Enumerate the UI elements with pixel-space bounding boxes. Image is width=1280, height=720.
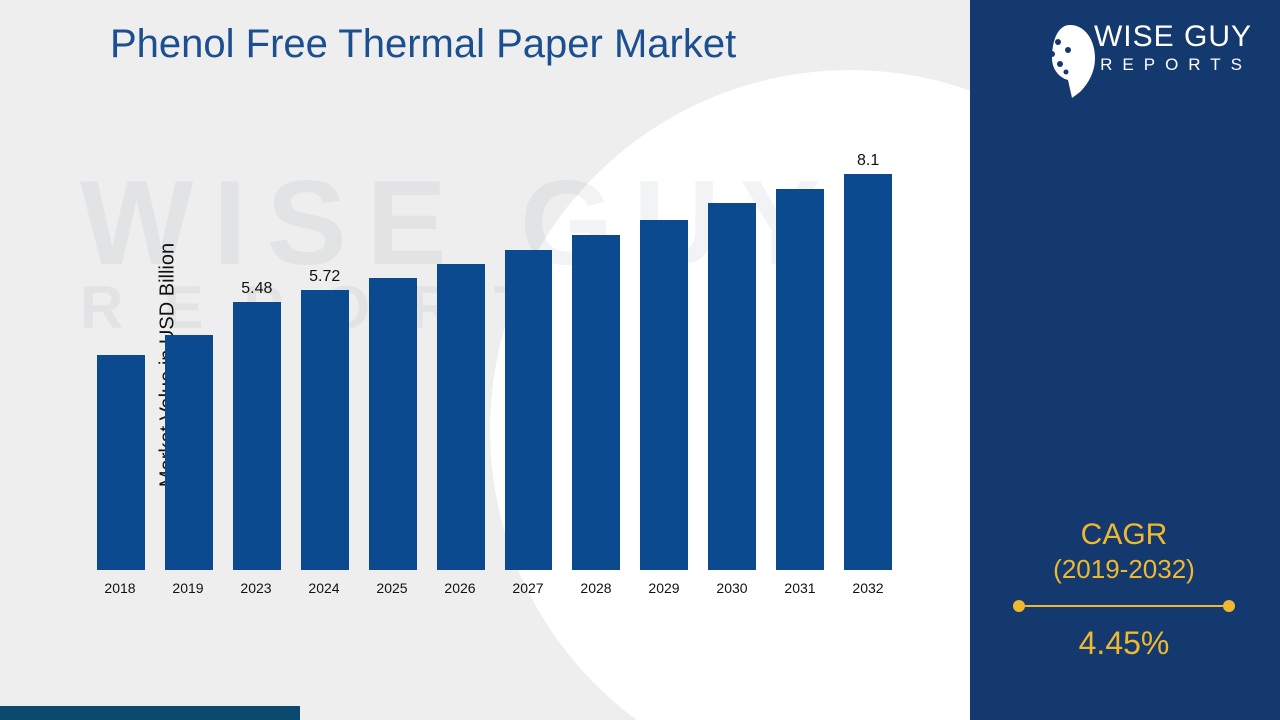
logo-head-icon: [1030, 20, 1100, 100]
brand-logo-text: WISE GUY REPORTS: [1094, 22, 1252, 73]
bar-2025: [369, 256, 417, 570]
x-tick-label: 2024: [300, 574, 348, 600]
bar: [437, 264, 485, 570]
bar-2026: [437, 242, 485, 570]
plot-area: 5.48 5.72 8.1: [90, 130, 898, 570]
bar: [640, 220, 688, 570]
x-tick-label: 2025: [368, 574, 416, 600]
cagr-divider: [1019, 605, 1229, 607]
x-axis-labels: 2018 2019 2023 2024 2025 2026 2027 2028 2029 2030…: [90, 574, 898, 600]
bar-2030: [708, 181, 756, 570]
x-tick-label: 2031: [776, 574, 824, 600]
bar: [97, 355, 145, 570]
bar: [776, 189, 824, 570]
bar: [505, 250, 553, 570]
bar-2019: [165, 313, 213, 570]
cagr-block: CAGR (2019-2032) 4.45%: [1004, 518, 1244, 662]
bar: [301, 290, 349, 570]
bar: [233, 302, 281, 570]
x-tick-label: 2023: [232, 574, 280, 600]
bar: [572, 235, 620, 570]
x-tick-label: 2019: [164, 574, 212, 600]
x-tick-label: 2029: [640, 574, 688, 600]
chart-title: Phenol Free Thermal Paper Market: [110, 22, 736, 67]
bar-value-label: 5.72: [309, 268, 340, 286]
bar-2029: [640, 198, 688, 570]
bar-2031: [776, 167, 824, 570]
bar-value-label: 5.48: [241, 280, 272, 298]
x-tick-label: 2018: [96, 574, 144, 600]
bar-2027: [505, 228, 553, 570]
logo-line1: WISE GUY: [1094, 22, 1252, 52]
bar: [708, 203, 756, 570]
bar: [844, 174, 892, 570]
cagr-value: 4.45%: [1004, 625, 1244, 662]
cagr-range: (2019-2032): [1004, 554, 1244, 585]
bar-chart: Market Value in USD Billion 5.485.728.1 …: [58, 130, 898, 600]
x-tick-label: 2032: [844, 574, 892, 600]
bar-2018: [97, 333, 145, 570]
x-tick-label: 2026: [436, 574, 484, 600]
footer-accent-bar: [0, 706, 300, 720]
bar-2032: 8.1: [844, 152, 892, 570]
x-tick-label: 2027: [504, 574, 552, 600]
bar: [165, 335, 213, 570]
bar-2028: [572, 213, 620, 570]
x-tick-label: 2028: [572, 574, 620, 600]
bar-2023: 5.48: [233, 280, 281, 570]
bar-2024: 5.72: [301, 268, 349, 570]
bar-value-label: 8.1: [857, 152, 879, 170]
bars-container: 5.48 5.72 8.1: [91, 130, 898, 570]
bar: [369, 278, 417, 570]
logo-line2: REPORTS: [1094, 56, 1252, 73]
cagr-label: CAGR: [1004, 518, 1244, 552]
x-tick-label: 2030: [708, 574, 756, 600]
